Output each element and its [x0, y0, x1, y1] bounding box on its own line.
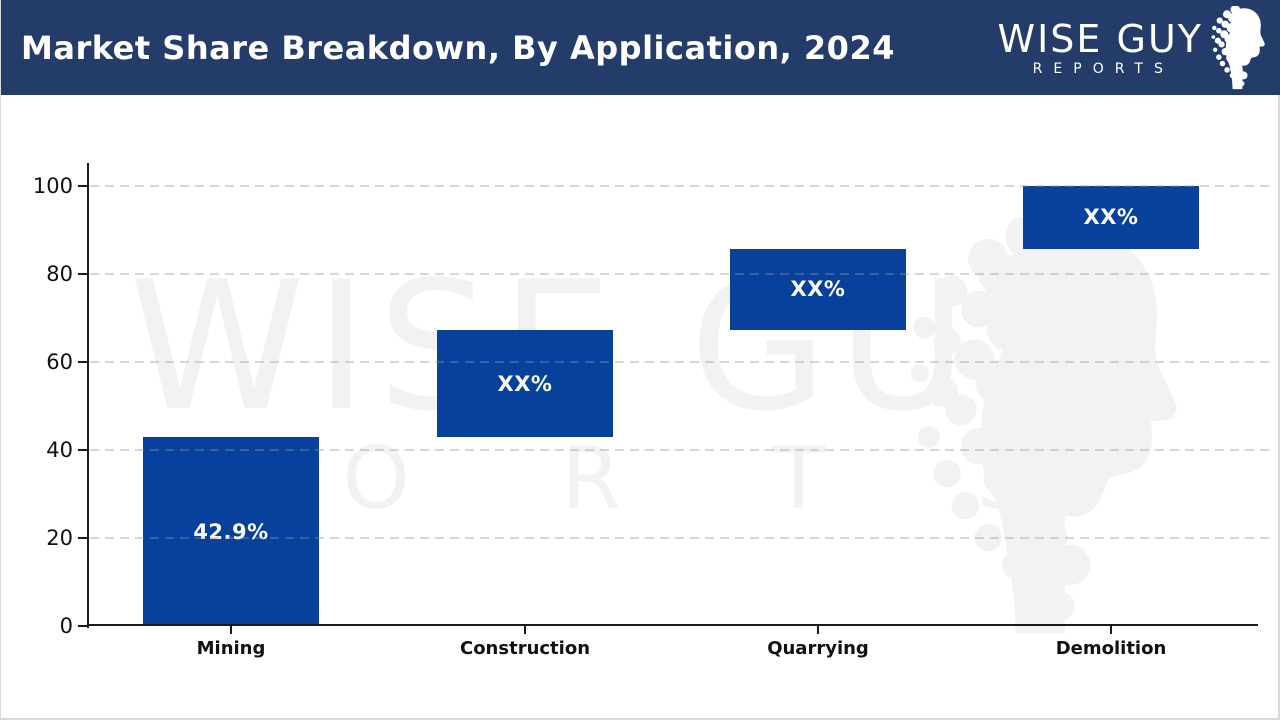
y-axis-spine [87, 163, 89, 628]
bar-value-label: 42.9% [193, 519, 269, 544]
y-axis-tick [78, 449, 87, 451]
gridline [90, 273, 1270, 275]
logo-line2: REPORTS [1032, 61, 1174, 77]
x-axis-tick [1110, 626, 1112, 634]
gridline [90, 537, 1270, 539]
y-axis-tick [78, 273, 87, 275]
wise-guy-reports-logo: WISE GUY REPORTS [998, 4, 1269, 92]
gridline [90, 449, 1270, 451]
bar-value-label: XX% [790, 277, 846, 302]
logo-line1: WISE GUY [997, 17, 1203, 61]
bar-construction: XX% [437, 329, 613, 438]
gridline [90, 185, 1270, 187]
y-axis-tick [78, 185, 87, 187]
y-axis-tick [78, 537, 87, 539]
x-axis-category-label: Mining [196, 638, 266, 659]
gridline [90, 361, 1270, 363]
x-axis-tick [817, 626, 819, 634]
x-axis-category-label: Construction [459, 638, 591, 659]
y-axis-tick [78, 361, 87, 363]
y-axis-tick-label: 100 [32, 174, 73, 198]
y-axis-tick-label: 40 [46, 438, 73, 462]
y-axis-tick-label: 20 [46, 526, 73, 550]
chart-title: Market Share Breakdown, By Application, … [21, 28, 895, 67]
bar-quarrying: XX% [730, 248, 906, 330]
y-axis-tick-label: 60 [46, 350, 73, 374]
logo-face-icon [1207, 6, 1269, 90]
x-axis-tick [524, 626, 526, 634]
x-axis-tick [230, 626, 232, 634]
x-axis-category-label: Quarrying [767, 638, 869, 659]
watermark-face-icon [893, 218, 1193, 638]
header-bar: Market Share Breakdown, By Application, … [1, 0, 1280, 95]
bar-value-label: XX% [1083, 205, 1139, 230]
x-axis-category-label: Demolition [1055, 638, 1167, 659]
bar-mining: 42.9% [143, 437, 319, 626]
y-axis-tick-label: 0 [59, 614, 73, 638]
logo-wordmark: WISE GUY REPORTS [998, 19, 1203, 77]
x-axis-spine [87, 624, 1258, 626]
y-axis-tick [78, 625, 87, 627]
bar-demolition: XX% [1023, 186, 1199, 249]
y-axis-tick-label: 80 [46, 262, 73, 286]
bar-value-label: XX% [497, 371, 553, 396]
